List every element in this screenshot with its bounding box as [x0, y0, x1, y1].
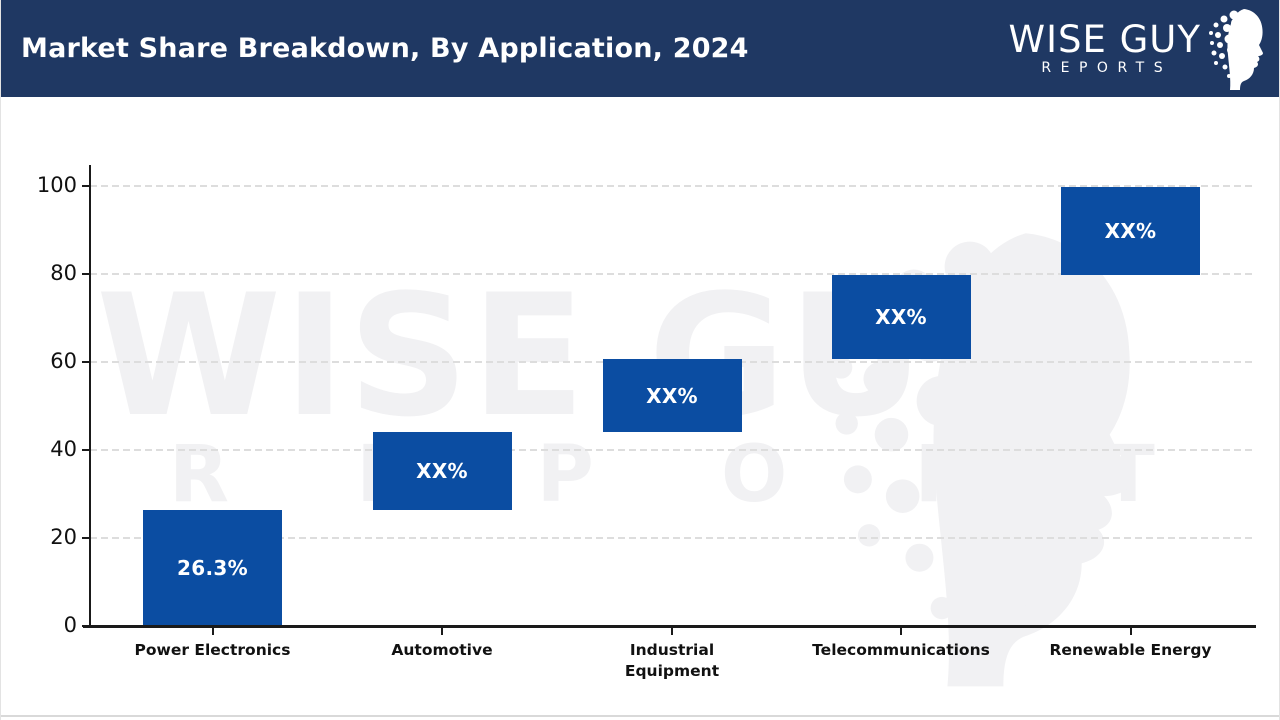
bar-value-label: XX% [875, 304, 927, 329]
bar-automotive: XX% [372, 432, 512, 511]
bar-power-electronics: 26.3% [143, 510, 282, 626]
x-category-label: Power Electronics [134, 641, 291, 659]
y-axis-line [89, 165, 91, 628]
header-banner: Market Share Breakdown, By Application, … [1, 0, 1279, 97]
footer-divider [1, 715, 1279, 717]
y-tick-mark [82, 185, 89, 187]
gridline-40 [90, 449, 1256, 451]
bar-value-label: 26.3% [177, 556, 248, 581]
x-tick-mark [211, 628, 214, 635]
y-tick-label: 20 [50, 525, 77, 549]
watermark-subtitle: R E P O R T S [169, 430, 1280, 520]
x-category-label: Automotive [391, 641, 493, 659]
y-tick-label: 100 [36, 173, 77, 197]
y-tick-label: 80 [50, 261, 77, 285]
y-tick-mark [82, 449, 89, 451]
logo-subtitle: REPORTS [1041, 60, 1173, 77]
bar-telecommunications: XX% [831, 274, 971, 359]
bar-renewable-energy: XX% [1061, 186, 1200, 275]
x-axis-line [83, 625, 1256, 628]
x-tick-mark [900, 628, 902, 635]
bar-industrial-equipment: XX% [602, 358, 742, 433]
y-tick-mark [82, 361, 89, 363]
bar-value-label: XX% [1104, 218, 1157, 243]
page-title: Market Share Breakdown, By Application, … [21, 33, 749, 64]
wise-guy-head-icon [1209, 8, 1263, 90]
y-tick-label: 40 [50, 437, 77, 461]
y-tick-label: 60 [50, 349, 77, 373]
y-tick-mark [82, 537, 89, 539]
x-tick-mark [441, 628, 443, 635]
gridline-80 [90, 273, 1256, 275]
y-tick-mark [82, 273, 89, 275]
y-tick-label: 0 [63, 613, 77, 637]
logo-text: WISE GUY REPORTS [1008, 17, 1201, 77]
bar-value-label: XX% [416, 459, 468, 484]
x-category-label: Renewable Energy [1049, 641, 1212, 659]
wise-guy-logo: WISE GUY REPORTS [1009, 7, 1267, 91]
gridline-20 [90, 537, 1256, 539]
x-category-label: Telecommunications [812, 641, 990, 659]
x-tick-mark [1129, 628, 1132, 635]
x-category-label: Industrial Equipment [624, 641, 720, 680]
logo-wordmark: WISE GUY [1008, 17, 1201, 61]
bar-value-label: XX% [646, 383, 698, 408]
gridline-100 [90, 185, 1256, 187]
x-tick-mark [671, 628, 673, 635]
